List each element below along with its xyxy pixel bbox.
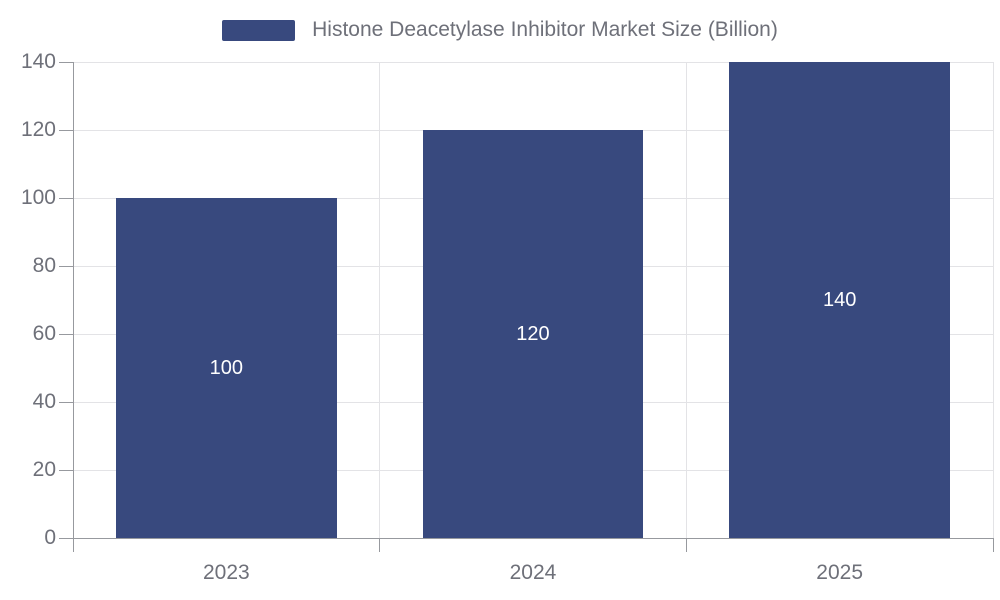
gridline-vertical xyxy=(379,62,381,538)
y-tick-mark xyxy=(59,333,73,335)
y-axis-line xyxy=(72,62,74,538)
bar[interactable] xyxy=(115,198,337,538)
bar-value-label: 100 xyxy=(209,357,243,379)
y-tick-mark xyxy=(59,197,73,199)
gridline-vertical xyxy=(992,62,994,538)
legend-swatch xyxy=(222,19,296,41)
x-tick-label: 2024 xyxy=(509,561,557,584)
bar-value-label: 120 xyxy=(516,323,550,345)
y-tick-label: 0 xyxy=(44,526,56,549)
x-tick-mark xyxy=(685,538,687,552)
y-tick-mark xyxy=(59,129,73,131)
gridline-vertical xyxy=(685,62,687,538)
x-tick-label: 2023 xyxy=(202,561,250,584)
y-tick-label: 60 xyxy=(32,322,56,345)
legend[interactable]: Histone Deacetylase Inhibitor Market Siz… xyxy=(0,17,1000,43)
y-tick-label: 140 xyxy=(20,50,56,73)
gridline-horizontal xyxy=(73,61,993,63)
y-tick-label: 80 xyxy=(32,254,56,277)
y-tick-mark xyxy=(59,469,73,471)
y-tick-mark xyxy=(59,265,73,267)
y-tick-mark xyxy=(59,61,73,63)
bar[interactable] xyxy=(729,62,951,538)
x-axis-line xyxy=(59,537,993,539)
y-tick-label: 100 xyxy=(20,186,56,209)
y-tick-label: 40 xyxy=(32,390,56,413)
bar-value-label: 140 xyxy=(822,289,857,311)
y-tick-label: 20 xyxy=(32,458,56,481)
legend-label: Histone Deacetylase Inhibitor Market Siz… xyxy=(312,18,778,41)
y-tick-mark xyxy=(59,401,73,403)
x-tick-label: 2025 xyxy=(816,561,864,584)
bar[interactable] xyxy=(422,130,644,538)
x-tick-mark xyxy=(379,538,381,552)
y-tick-label: 120 xyxy=(20,118,56,141)
x-tick-mark xyxy=(72,538,74,552)
x-tick-mark xyxy=(992,538,994,552)
